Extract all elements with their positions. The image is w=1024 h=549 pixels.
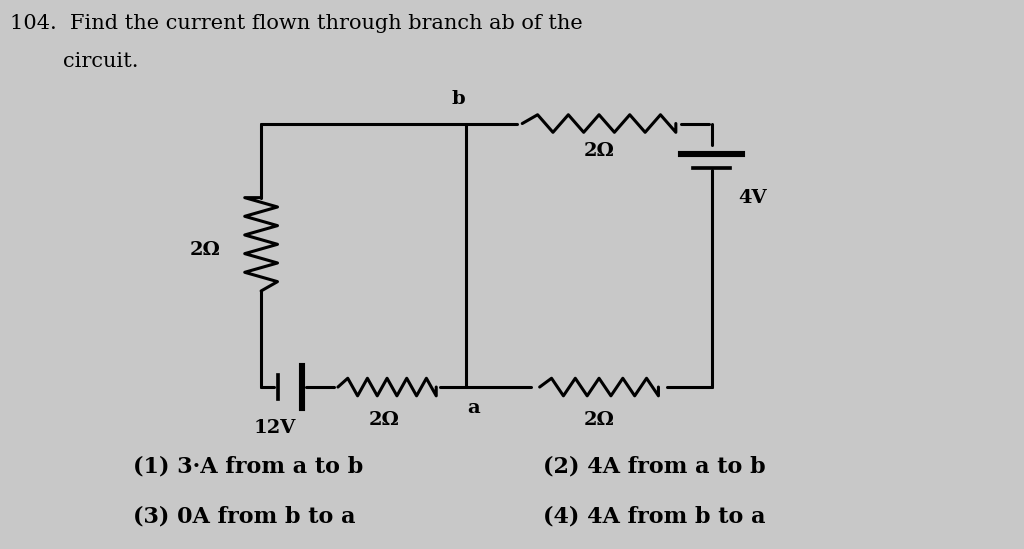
Text: circuit.: circuit. (10, 52, 138, 71)
Text: (3) 0A from b to a: (3) 0A from b to a (133, 505, 355, 527)
Text: a: a (468, 399, 480, 417)
Text: (1) 3·A from a to b: (1) 3·A from a to b (133, 456, 364, 478)
Text: 2Ω: 2Ω (584, 142, 614, 160)
Text: 2Ω: 2Ω (584, 411, 614, 429)
Text: 2Ω: 2Ω (369, 411, 399, 429)
Text: b: b (452, 90, 466, 108)
Text: 104.  Find the current flown through branch ab of the: 104. Find the current flown through bran… (10, 14, 583, 33)
Text: (4) 4A from b to a: (4) 4A from b to a (543, 505, 765, 527)
Text: 4V: 4V (738, 189, 767, 206)
Text: 12V: 12V (253, 419, 296, 437)
Text: 2Ω: 2Ω (189, 241, 220, 259)
Text: (2) 4A from a to b: (2) 4A from a to b (543, 456, 765, 478)
